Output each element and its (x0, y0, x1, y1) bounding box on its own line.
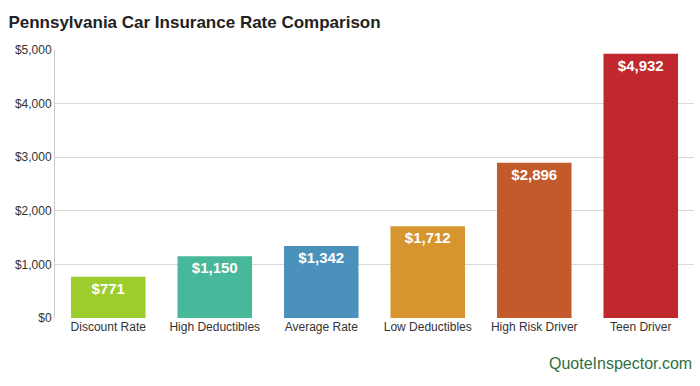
svg-text:$4,000: $4,000 (15, 97, 52, 111)
svg-text:Discount Rate: Discount Rate (71, 320, 147, 334)
svg-text:Average Rate: Average Rate (285, 320, 358, 334)
svg-text:High Risk Driver: High Risk Driver (491, 320, 578, 334)
svg-text:$1,712: $1,712 (405, 229, 451, 246)
svg-text:$1,000: $1,000 (15, 258, 52, 272)
svg-text:QuoteInspector.com: QuoteInspector.com (549, 355, 692, 372)
svg-text:$4,932: $4,932 (618, 57, 664, 74)
svg-text:High Deductibles: High Deductibles (169, 320, 260, 334)
svg-text:$0: $0 (38, 311, 52, 325)
svg-text:$2,896: $2,896 (511, 166, 557, 183)
svg-text:$771: $771 (92, 280, 125, 297)
svg-text:Low Deductibles: Low Deductibles (384, 320, 472, 334)
svg-text:Pennsylvania Car Insurance Rat: Pennsylvania Car Insurance Rate Comparis… (8, 13, 380, 32)
svg-text:$3,000: $3,000 (15, 150, 52, 164)
svg-text:Teen Driver: Teen Driver (610, 320, 671, 334)
svg-text:$1,342: $1,342 (298, 249, 344, 266)
svg-text:$1,150: $1,150 (192, 259, 238, 276)
svg-text:$2,000: $2,000 (15, 204, 52, 218)
svg-text:$5,000: $5,000 (15, 43, 52, 57)
